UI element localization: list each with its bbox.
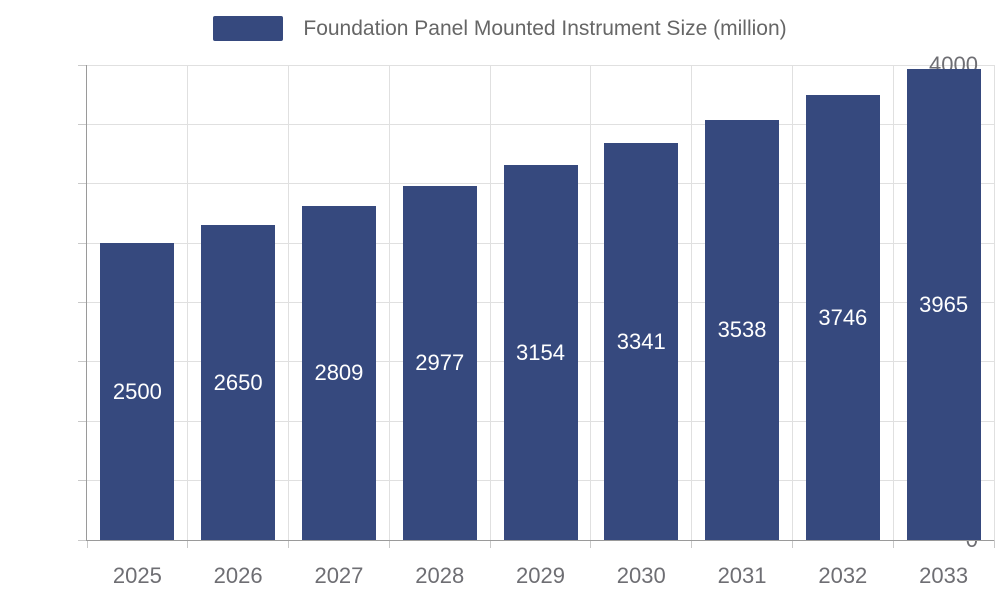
bar-value-label: 3746 bbox=[818, 304, 868, 330]
x-axis-tick-label: 2027 bbox=[314, 563, 364, 588]
bar bbox=[201, 225, 276, 540]
x-axis-tick-label: 2025 bbox=[112, 563, 162, 588]
plot-area: 0500100015002000250030003500400025002025… bbox=[78, 54, 995, 587]
bar bbox=[805, 95, 880, 540]
x-axis-tick-label: 2028 bbox=[415, 563, 465, 588]
bar bbox=[402, 186, 477, 540]
gridline-vertical bbox=[288, 65, 290, 540]
y-axis-tick bbox=[78, 420, 86, 422]
gridline-vertical bbox=[993, 65, 995, 540]
x-axis-tick-label: 2031 bbox=[717, 563, 767, 588]
y-axis-tick bbox=[78, 361, 86, 363]
x-axis-tick-label: 2029 bbox=[516, 563, 565, 588]
x-axis-tick bbox=[892, 540, 894, 548]
gridline-horizontal bbox=[87, 123, 994, 125]
bar bbox=[503, 165, 578, 540]
gridline-vertical bbox=[388, 65, 390, 540]
bar-value-label: 3538 bbox=[717, 316, 767, 342]
bar bbox=[100, 243, 175, 540]
chart-legend[interactable]: Foundation Panel Mounted Instrument Size… bbox=[0, 16, 1000, 41]
bar-value-label: 2500 bbox=[112, 378, 162, 404]
x-axis-tick bbox=[288, 540, 290, 548]
x-axis-tick-label: 2026 bbox=[213, 563, 263, 588]
gridline-horizontal bbox=[87, 64, 994, 66]
y-axis-tick bbox=[78, 242, 86, 244]
bar-value-label: 2650 bbox=[213, 369, 263, 395]
legend-swatch[interactable] bbox=[213, 16, 284, 41]
bar-value-label: 3341 bbox=[616, 328, 666, 354]
bar bbox=[301, 206, 376, 540]
x-axis-tick-label: 2030 bbox=[616, 563, 666, 588]
bar-value-label: 2977 bbox=[415, 350, 465, 376]
gridline-vertical bbox=[187, 65, 189, 540]
gridline-vertical bbox=[791, 65, 793, 540]
x-axis-tick-label: 2032 bbox=[818, 563, 868, 588]
y-axis-tick bbox=[78, 64, 86, 66]
y-axis-line bbox=[86, 65, 87, 540]
gridline-vertical bbox=[489, 65, 491, 540]
legend-label: Foundation Panel Mounted Instrument Size… bbox=[303, 17, 787, 40]
bar bbox=[604, 143, 679, 540]
x-axis-tick bbox=[691, 540, 693, 548]
x-axis-tick-label: 2033 bbox=[919, 563, 969, 588]
x-axis-tick bbox=[993, 540, 995, 548]
gridline-vertical bbox=[892, 65, 894, 540]
bar bbox=[705, 119, 780, 540]
x-axis-tick bbox=[388, 540, 390, 548]
y-axis-tick bbox=[78, 539, 86, 541]
bar-value-label: 3965 bbox=[919, 291, 969, 317]
y-axis-tick bbox=[78, 480, 86, 482]
gridline-vertical bbox=[590, 65, 592, 540]
x-axis-tick bbox=[187, 540, 189, 548]
bar-value-label: 2809 bbox=[314, 360, 364, 386]
bar-value-label: 3154 bbox=[516, 339, 565, 365]
x-axis-tick bbox=[86, 540, 88, 548]
x-axis-tick bbox=[590, 540, 592, 548]
x-axis-tick bbox=[791, 540, 793, 548]
y-axis-tick bbox=[78, 123, 86, 125]
gridline-vertical bbox=[691, 65, 693, 540]
y-axis-tick bbox=[78, 302, 86, 303]
x-axis-tick bbox=[489, 540, 491, 548]
x-axis-line bbox=[86, 540, 994, 541]
bar bbox=[906, 69, 981, 540]
y-axis-tick bbox=[78, 183, 86, 185]
